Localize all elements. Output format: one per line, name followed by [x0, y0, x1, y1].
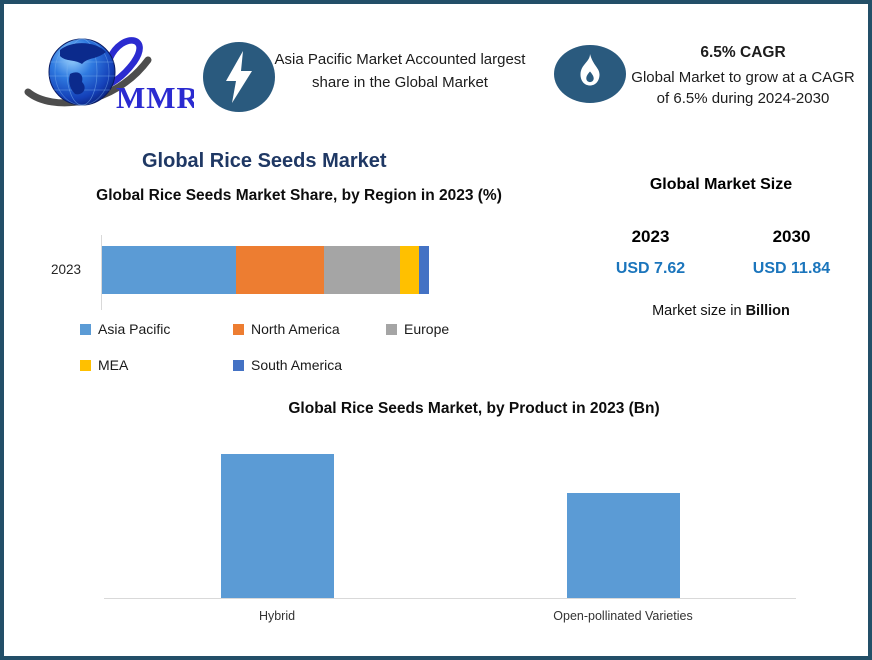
- note-unit: Billion: [745, 303, 790, 319]
- legend-item-mea: MEA: [80, 357, 233, 373]
- bar-hybrid: [220, 454, 334, 598]
- market-size-note: Market size in Billion: [580, 303, 862, 319]
- category-label-hybrid: Hybrid: [258, 609, 296, 623]
- category-label-open-pollinated-varieties: Open-pollinated Varieties: [553, 609, 693, 623]
- bar-segment-south-america: [419, 246, 429, 294]
- legend-item-south-america: South America: [233, 357, 386, 373]
- legend-item-europe: Europe: [386, 321, 510, 337]
- legend-label: Asia Pacific: [98, 321, 171, 337]
- product-chart-plot: Hybrid Open-pollinated Varieties: [104, 434, 796, 623]
- market-size-values: 2023 USD 7.62 2030 USD 11.84: [580, 227, 862, 278]
- bar-open-pollinated-varieties: [566, 493, 680, 598]
- market-size-panel: Global Market Size 2023 USD 7.62 2030 US…: [580, 176, 862, 319]
- legend-label: Europe: [404, 321, 450, 337]
- bar-segment-north-america: [236, 246, 325, 294]
- logo-text: MMR: [116, 80, 194, 115]
- legend-label: MEA: [98, 357, 129, 373]
- note-prefix: Market size in: [652, 303, 746, 319]
- flame-icon: [553, 44, 627, 104]
- lightning-icon: [202, 41, 276, 113]
- mmr-logo: MMR: [22, 28, 199, 118]
- legend-swatch-north-america: [233, 323, 244, 335]
- market-size-2030: 2030 USD 11.84: [721, 227, 862, 278]
- value-2023: USD 7.62: [615, 260, 686, 277]
- legend-swatch-europe: [386, 323, 397, 335]
- legend-label: South America: [251, 357, 343, 373]
- region-chart-title: Global Rice Seeds Market Share, by Regio…: [96, 187, 502, 204]
- page-title: Global Rice Seeds Market: [142, 150, 387, 172]
- cagr-title: 6.5% CAGR: [700, 44, 786, 61]
- legend-swatch-asia-pacific: [80, 323, 91, 335]
- value-2030: USD 11.84: [752, 260, 831, 277]
- cagr-text: Global Market to grow at a CAGR of 6.5% …: [631, 68, 855, 107]
- bar-segment-asia-pacific: [102, 246, 237, 294]
- legend-item-asia-pacific: Asia Pacific: [80, 321, 233, 337]
- legend-label: North America: [251, 321, 340, 337]
- region-legend: Asia Pacific North America Europe MEA South …: [80, 321, 510, 373]
- year-label: 2030: [772, 227, 811, 246]
- legend-swatch-south-america: [233, 359, 244, 371]
- globe-icon: MMR: [24, 37, 199, 115]
- region-chart-axis-line: [101, 235, 102, 310]
- market-size-title: Global Market Size: [649, 176, 793, 193]
- bar-segment-mea: [399, 246, 420, 294]
- market-size-2023: 2023 USD 7.62: [580, 227, 721, 278]
- cagr-callout: 6.5% CAGR Global Market to grow at a CAG…: [624, 42, 862, 109]
- region-stacked-bar: [102, 246, 429, 294]
- year-label: 2023: [631, 227, 670, 246]
- product-chart-title: Global Rice Seeds Market, by Product in …: [288, 400, 660, 417]
- legend-swatch-mea: [80, 359, 91, 371]
- legend-item-north-america: North America: [233, 321, 386, 337]
- callout-asia-pacific: Asia Pacific Market Accounted largest sh…: [274, 51, 526, 92]
- region-chart-category-label: 2023: [50, 262, 82, 277]
- bar-segment-europe: [324, 246, 400, 294]
